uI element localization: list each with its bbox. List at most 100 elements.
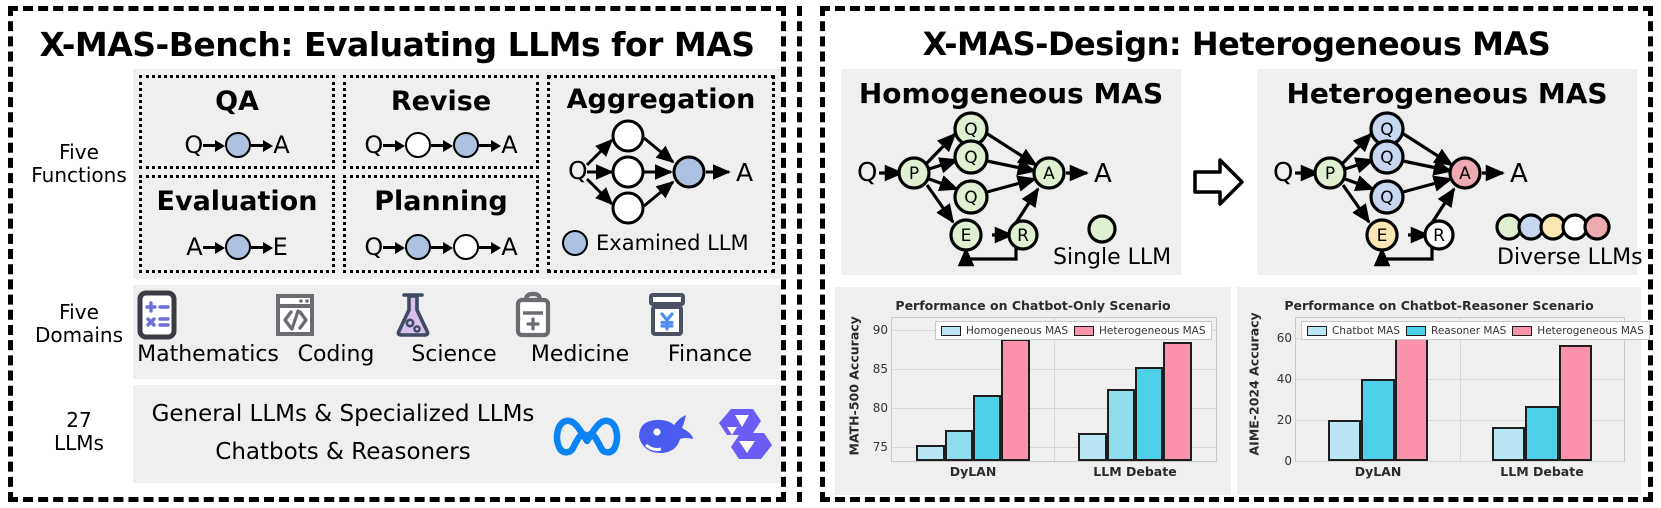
llms-line2: Chatbots & Reasoners bbox=[215, 439, 471, 465]
chart2-ylabel: AIME-2024 Accuracy bbox=[1246, 312, 1262, 456]
legend-item: Chatbot MAS bbox=[1307, 325, 1400, 337]
node-examined-llm bbox=[562, 230, 588, 256]
row-label-llms: 27 LLMs bbox=[23, 409, 135, 455]
function-chain-revise: Q A bbox=[346, 130, 536, 160]
chain-label-q: Q bbox=[184, 131, 204, 159]
x-mas-design-panel: X-MAS-Design: Heterogeneous MAS Homogene… bbox=[820, 6, 1653, 502]
domain-coding[interactable]: Coding bbox=[273, 290, 399, 367]
x-axis-tick: DyLAN bbox=[949, 464, 997, 479]
bar bbox=[1491, 426, 1526, 461]
function-chain-qa: Q A bbox=[142, 130, 332, 160]
aggregation-legend-label: Examined LLM bbox=[596, 231, 749, 255]
y-axis-tick: 80 bbox=[872, 400, 888, 415]
svg-text:R: R bbox=[1017, 226, 1029, 246]
legend-swatch bbox=[1512, 325, 1533, 336]
function-card-revise[interactable]: Revise Q A bbox=[343, 75, 539, 169]
arrow-icon bbox=[383, 241, 406, 254]
chart1-ylabel: MATH-500 Accuracy bbox=[846, 316, 862, 456]
function-title-planning: Planning bbox=[374, 186, 508, 217]
legend-swatch bbox=[941, 325, 961, 336]
heterogeneous-mas-caption: Heterogeneous MAS bbox=[1286, 77, 1608, 110]
row-label-domains-line2: Domains bbox=[34, 323, 124, 347]
domain-label-finance: Finance bbox=[667, 342, 753, 367]
svg-text:A: A bbox=[1459, 164, 1471, 184]
x-mas-bench-panel: X-MAS-Bench: Evaluating LLMs for MAS Fiv… bbox=[8, 6, 786, 502]
chain-label-a: A bbox=[186, 233, 203, 261]
function-chain-evaluation: A E bbox=[142, 232, 332, 262]
homogeneous-mas-graph: Q bbox=[857, 111, 1117, 267]
homogeneous-mas-caption: Homogeneous MAS bbox=[858, 77, 1164, 110]
row-label-llms-line1: 27 bbox=[66, 408, 92, 432]
legend-label: Chatbot MAS bbox=[1332, 324, 1400, 337]
panel-divider bbox=[797, 6, 802, 502]
aggregation-legend: Examined LLM bbox=[562, 230, 749, 256]
chart2-plot-area: 0 20 40 60 DyLAN LLM Debate bbox=[1277, 317, 1625, 479]
domain-finance[interactable]: Finance bbox=[645, 290, 775, 367]
domain-science[interactable]: Science bbox=[391, 290, 517, 367]
chart1-legend: Homogeneous MAS Heterogeneous MAS bbox=[935, 321, 1212, 340]
heterogeneous-mas-legend: Diverse LLMs bbox=[1497, 245, 1643, 270]
svg-text:E: E bbox=[961, 226, 972, 246]
meta-logo bbox=[553, 417, 621, 456]
function-card-qa[interactable]: QA Q A bbox=[139, 75, 335, 169]
chart1-title: Performance on Chatbot-Only Scenario bbox=[895, 298, 1171, 313]
bar bbox=[944, 429, 973, 461]
domain-medicine[interactable]: Medicine bbox=[511, 290, 649, 367]
y-axis-tick: 20 bbox=[1276, 413, 1292, 428]
y-axis-tick: 90 bbox=[872, 322, 888, 337]
llms-line1: General LLMs & Specialized LLMs bbox=[151, 401, 535, 427]
right-arrow-icon bbox=[1193, 158, 1244, 206]
llms-section: General LLMs & Specialized LLMs Chatbots… bbox=[133, 385, 781, 483]
row-label-domains: Five Domains bbox=[23, 301, 135, 347]
svg-text:A: A bbox=[1510, 159, 1528, 189]
chain-label-e: E bbox=[272, 233, 288, 261]
svg-text:E: E bbox=[1377, 226, 1388, 246]
svg-text:Q: Q bbox=[857, 158, 877, 188]
svg-text:P: P bbox=[909, 164, 919, 184]
arrow-icon bbox=[431, 241, 454, 254]
function-card-planning[interactable]: Planning Q A bbox=[343, 175, 539, 273]
function-card-aggregation[interactable]: Aggregation Q bbox=[547, 75, 775, 273]
medkit-icon bbox=[515, 291, 551, 338]
chart1-plot-area: 75 80 85 90 DyLAN LLM Debate bbox=[873, 317, 1217, 479]
svg-text:A: A bbox=[736, 158, 753, 187]
legend-item: Heterogeneous MAS bbox=[1074, 325, 1206, 337]
row-label-domains-line1: Five bbox=[59, 300, 99, 324]
bar bbox=[1327, 420, 1362, 461]
legend-item: Reasoner MAS bbox=[1406, 325, 1506, 337]
y-axis-tick: 85 bbox=[872, 361, 888, 376]
y-axis-tick: 0 bbox=[1284, 454, 1292, 468]
domain-mathematics[interactable]: Mathematics bbox=[135, 290, 281, 367]
row-label-functions-line1: Five bbox=[59, 140, 99, 164]
chain-label-a: A bbox=[501, 131, 518, 159]
svg-text:Q: Q bbox=[1380, 120, 1393, 140]
domain-label-medicine: Medicine bbox=[530, 342, 630, 367]
chain-label-a: A bbox=[273, 131, 290, 159]
domain-label-science: Science bbox=[411, 342, 497, 367]
code-window-icon bbox=[276, 294, 314, 336]
bar bbox=[1106, 389, 1135, 461]
function-card-evaluation[interactable]: Evaluation A E bbox=[139, 175, 335, 273]
chart2-title: Performance on Chatbot-Reasoner Scenario bbox=[1284, 298, 1594, 313]
domain-label-coding: Coding bbox=[297, 342, 375, 367]
row-label-llms-line2: LLMs bbox=[54, 431, 104, 455]
chart-chatbot-reasoner: Performance on Chatbot-Reasoner Scenario… bbox=[1237, 287, 1650, 495]
heterogeneous-mas-graph: Q bbox=[1273, 111, 1611, 267]
chain-label-a: A bbox=[501, 233, 518, 261]
node-examined-llm bbox=[225, 132, 252, 158]
svg-text:Q: Q bbox=[1273, 158, 1293, 188]
arrow-icon bbox=[250, 241, 273, 254]
svg-text:Q: Q bbox=[1380, 148, 1393, 168]
bar bbox=[1163, 342, 1192, 461]
bar bbox=[1078, 432, 1107, 461]
arrow-icon bbox=[383, 139, 406, 152]
row-label-functions-line2: Functions bbox=[31, 163, 127, 187]
bar bbox=[1361, 379, 1395, 461]
y-axis-tick: 40 bbox=[1276, 372, 1292, 387]
svg-text:Q: Q bbox=[964, 148, 977, 168]
bar bbox=[1394, 331, 1429, 461]
function-title-revise: Revise bbox=[390, 86, 492, 117]
gridline bbox=[1054, 318, 1055, 461]
bar bbox=[1135, 367, 1164, 461]
